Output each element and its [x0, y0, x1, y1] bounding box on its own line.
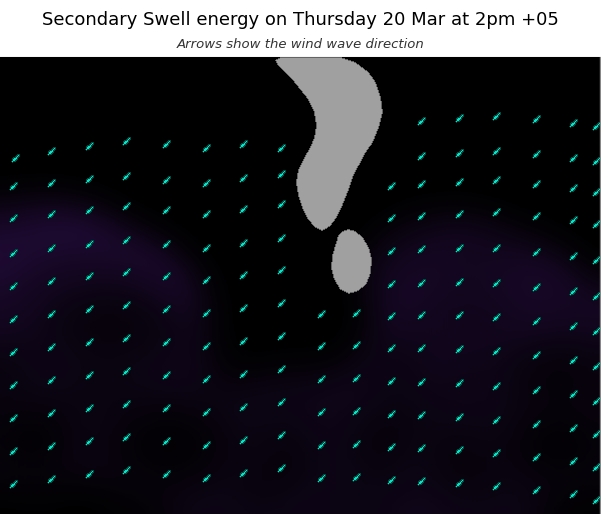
Text: Secondary Swell energy on Thursday 20 Mar at 2pm +05: Secondary Swell energy on Thursday 20 Ma… — [42, 11, 559, 29]
Text: Arrows show the wind wave direction: Arrows show the wind wave direction — [177, 38, 424, 51]
